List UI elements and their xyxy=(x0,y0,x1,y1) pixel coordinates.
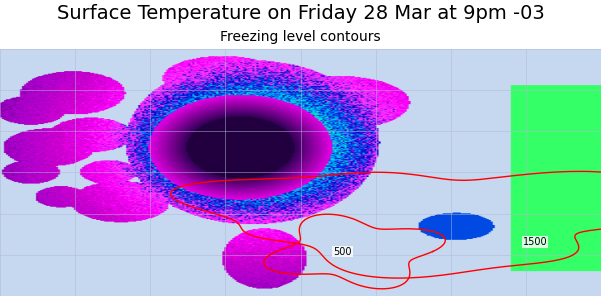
Text: Freezing level contours: Freezing level contours xyxy=(220,30,381,44)
Text: Surface Temperature on Friday 28 Mar at 9pm -03: Surface Temperature on Friday 28 Mar at … xyxy=(56,4,545,23)
Text: 1500: 1500 xyxy=(523,237,547,247)
Text: 500: 500 xyxy=(334,247,352,257)
